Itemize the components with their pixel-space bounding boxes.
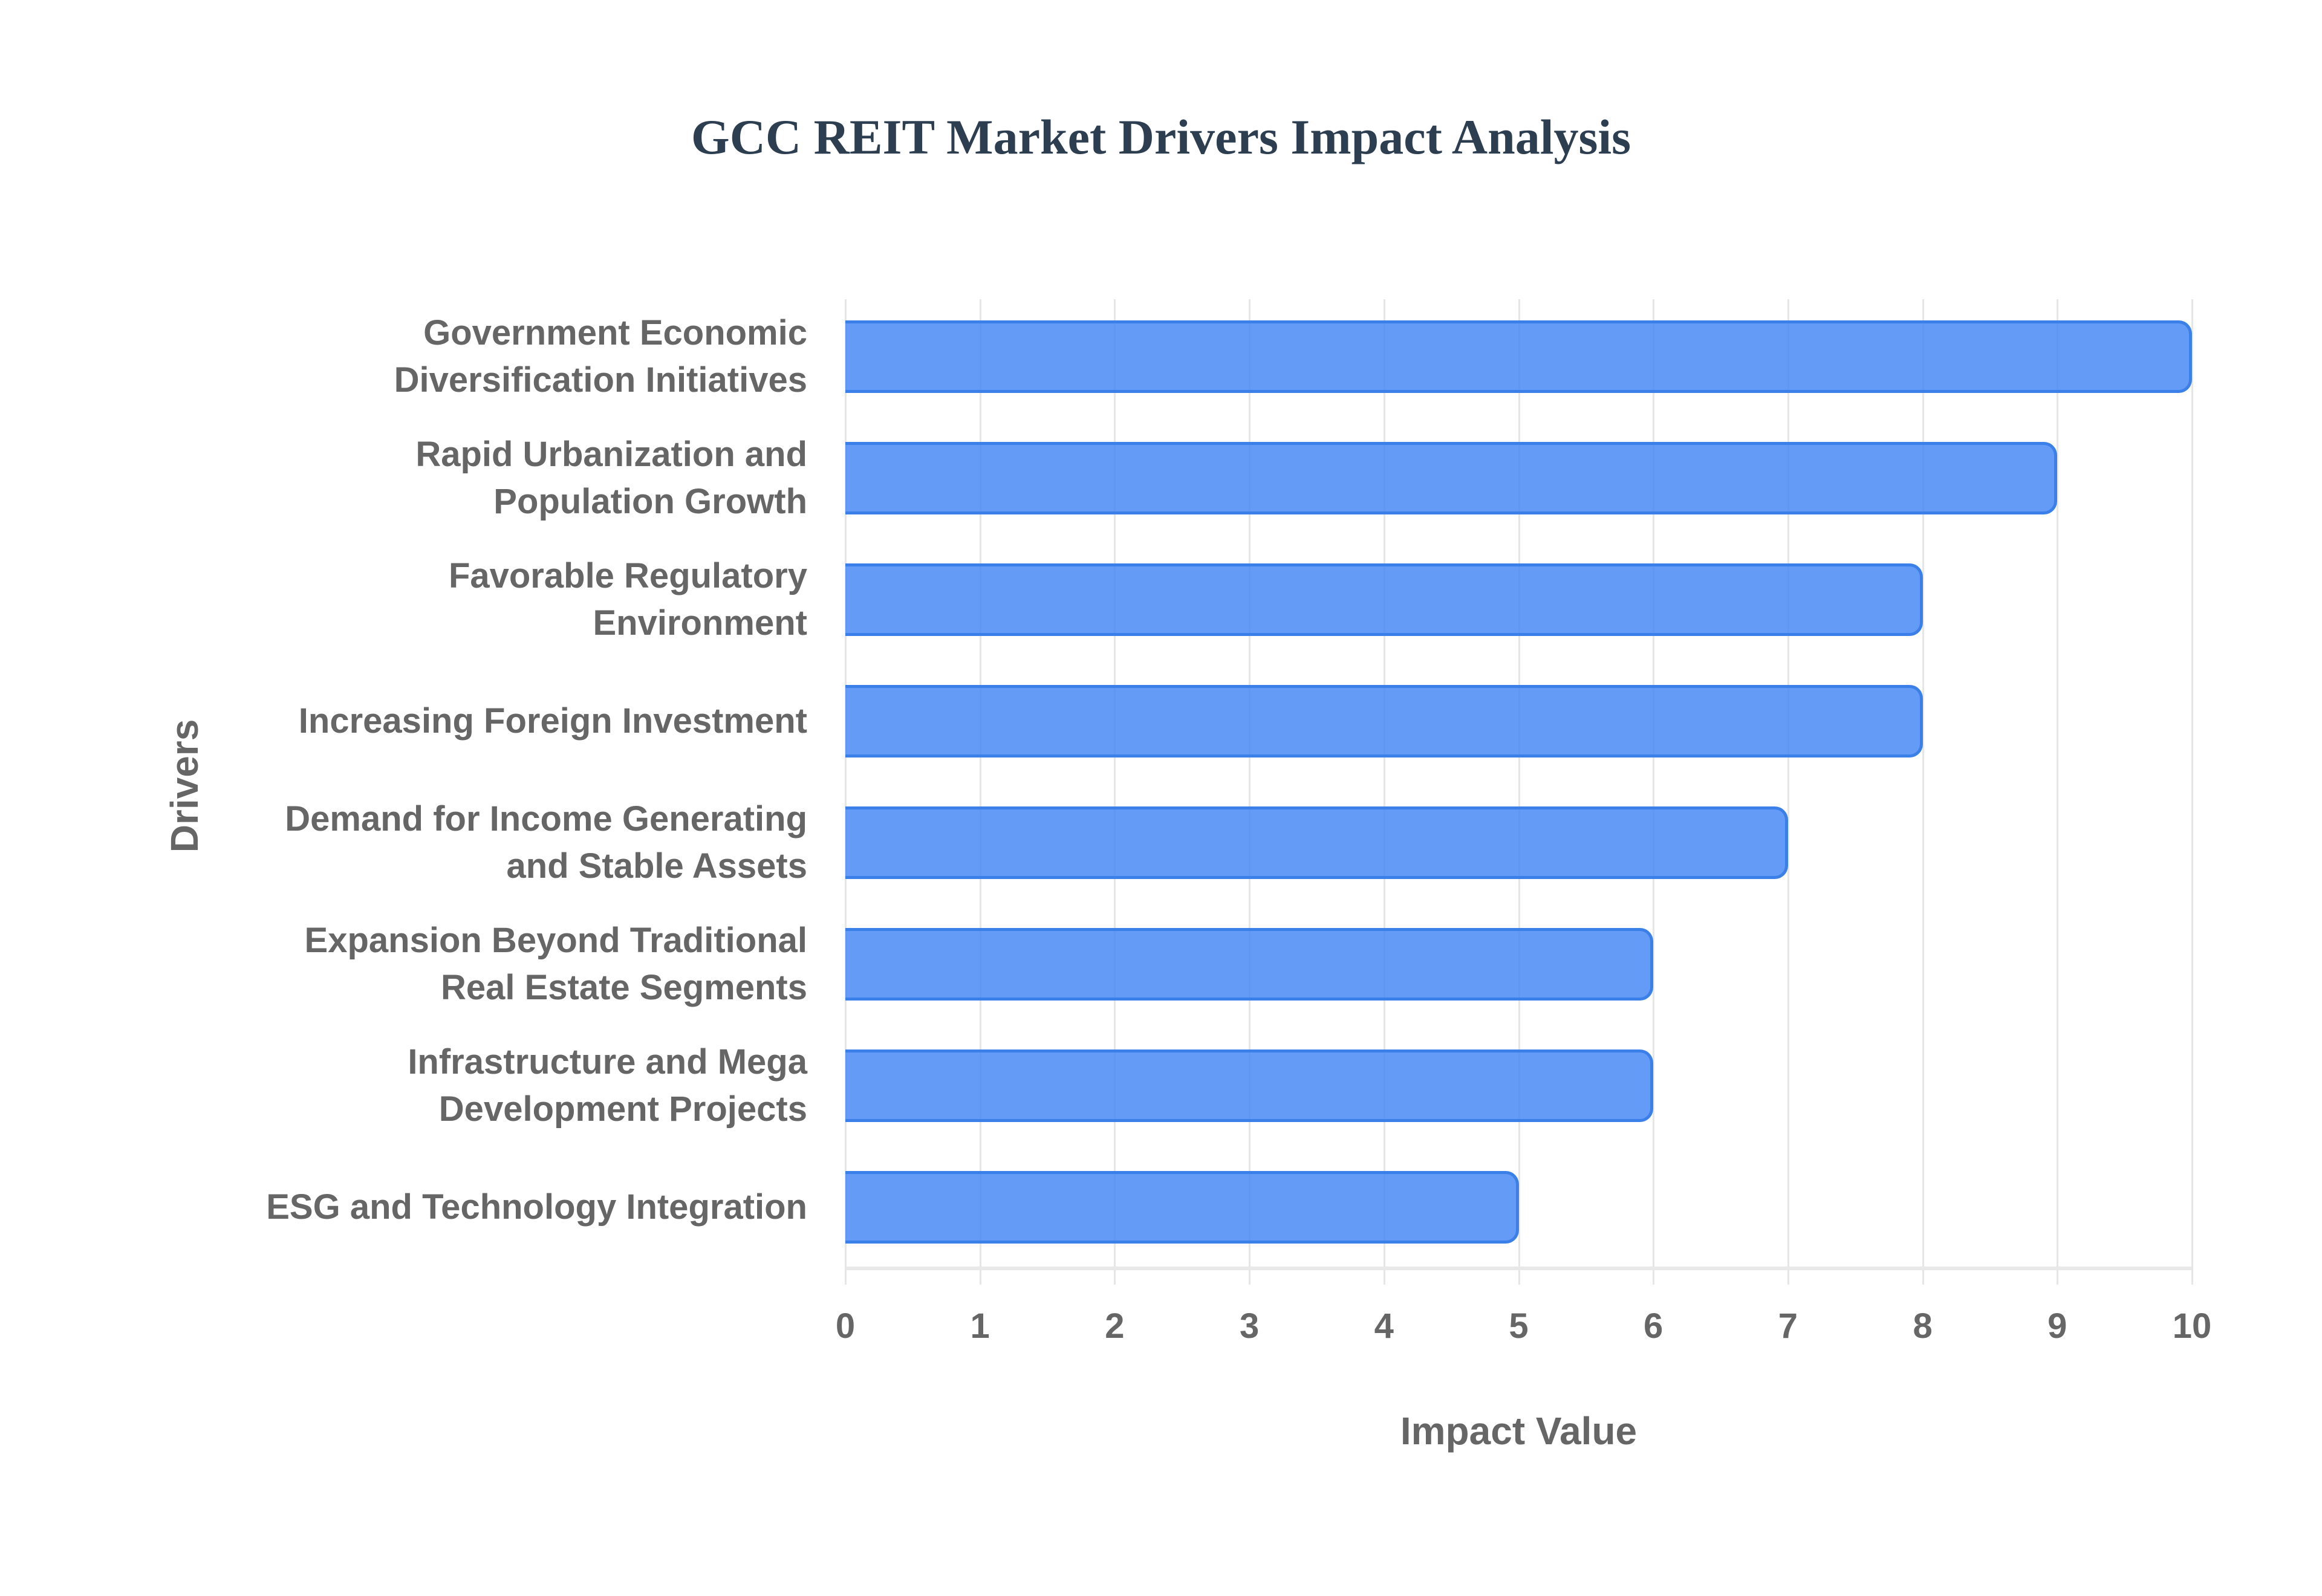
y-axis-label: Government Economic Diversification Initi…	[142, 310, 807, 404]
y-axis-label-line: Demand for Income Generating	[285, 799, 807, 839]
bar[interactable]	[845, 685, 1923, 757]
x-axis-tick-label: 4	[1374, 1306, 1394, 1346]
x-axis-line	[845, 1267, 2192, 1270]
x-axis-tick-label: 2	[1105, 1306, 1125, 1346]
y-axis-label-line: Expansion Beyond Traditional	[304, 921, 807, 960]
chart-title: GCC REIT Market Drivers Impact Analysis	[691, 109, 1631, 164]
x-axis-tick-label: 9	[2047, 1306, 2067, 1346]
gridline	[979, 299, 981, 1285]
y-axis-label-line: Favorable Regulatory	[448, 556, 807, 595]
y-axis-label: ESG and Technology Integration	[142, 1184, 807, 1231]
x-axis-tick-label: 0	[835, 1306, 856, 1346]
gridline	[1922, 299, 1924, 1285]
y-axis-label: Favorable Regulatory Environment	[142, 553, 807, 647]
y-axis-label: Rapid Urbanization and Population Growth	[142, 431, 807, 525]
bar[interactable]	[845, 320, 2192, 393]
x-axis-tick-label: 1	[970, 1306, 990, 1346]
y-axis-label-line: Population Growth	[493, 482, 807, 521]
gridline	[1787, 299, 1789, 1285]
x-axis-tick-label: 3	[1239, 1306, 1260, 1346]
bar[interactable]	[845, 563, 1923, 636]
y-axis-label: Expansion Beyond Traditional Real Estate …	[142, 917, 807, 1011]
x-axis-tick-label: 8	[1913, 1306, 1933, 1346]
gridline	[1653, 299, 1655, 1285]
bar[interactable]	[845, 928, 1654, 1001]
gridline	[1383, 299, 1385, 1285]
y-axis-label-line: Increasing Foreign Investment	[298, 701, 807, 741]
x-axis-tick-label: 10	[2172, 1306, 2212, 1346]
gridline	[1114, 299, 1116, 1285]
bar[interactable]	[845, 442, 2058, 514]
x-axis-tick-label: 6	[1644, 1306, 1663, 1346]
gridline	[2057, 299, 2059, 1285]
plot-area	[845, 299, 2193, 1285]
y-axis-label: Increasing Foreign Investment	[142, 698, 807, 745]
x-axis-tick-label: 7	[1778, 1306, 1798, 1346]
gridline	[1249, 299, 1251, 1285]
y-axis-label-line: Government Economic	[423, 313, 807, 352]
bar[interactable]	[845, 806, 1788, 879]
y-axis-label-line: Environment	[593, 603, 808, 643]
y-axis-label-line: and Stable Assets	[506, 846, 807, 886]
x-axis-tick-label: 5	[1509, 1306, 1529, 1346]
y-axis-label: Infrastructure and Mega Development Proje…	[142, 1039, 807, 1133]
y-axis-label-line: Real Estate Segments	[440, 968, 807, 1007]
gridline	[1518, 299, 1520, 1285]
y-axis-label-line: Rapid Urbanization and	[415, 435, 807, 474]
bar[interactable]	[845, 1049, 1654, 1122]
y-axis-label-line: Diversification Initiatives	[394, 360, 807, 400]
y-axis-label-line: Development Projects	[438, 1089, 807, 1129]
gridline	[2191, 299, 2193, 1285]
y-axis-label: Demand for Income Generating and Stable A…	[142, 796, 807, 890]
y-axis-label-line: Infrastructure and Mega	[408, 1042, 807, 1082]
gridline	[845, 299, 847, 1285]
bar[interactable]	[845, 1171, 1519, 1244]
x-axis-title: Impact Value	[1400, 1409, 1637, 1453]
y-axis-label-line: ESG and Technology Integration	[266, 1187, 807, 1227]
